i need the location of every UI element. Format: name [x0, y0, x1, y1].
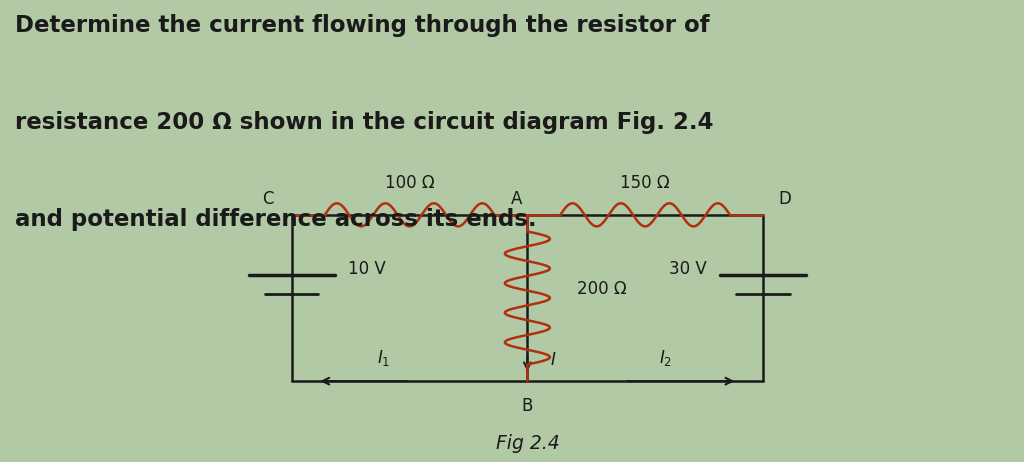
Text: Fig 2.4: Fig 2.4 [496, 434, 559, 453]
Text: $I_2$: $I_2$ [659, 348, 672, 368]
Text: D: D [778, 190, 792, 208]
Text: 10 V: 10 V [348, 260, 386, 278]
Text: and potential difference across its ends.: and potential difference across its ends… [15, 208, 537, 231]
Text: A: A [511, 190, 522, 208]
Text: 30 V: 30 V [669, 260, 707, 278]
Text: $I$: $I$ [550, 352, 556, 369]
Text: 200 Ω: 200 Ω [577, 280, 626, 298]
Text: B: B [521, 397, 534, 415]
Text: resistance 200 Ω shown in the circuit diagram Fig. 2.4: resistance 200 Ω shown in the circuit di… [15, 111, 714, 134]
Text: Determine the current flowing through the resistor of: Determine the current flowing through th… [15, 14, 710, 37]
Text: 100 Ω: 100 Ω [385, 174, 434, 192]
Text: C: C [262, 190, 273, 208]
Text: $I_1$: $I_1$ [378, 348, 390, 368]
Text: 150 Ω: 150 Ω [621, 174, 670, 192]
